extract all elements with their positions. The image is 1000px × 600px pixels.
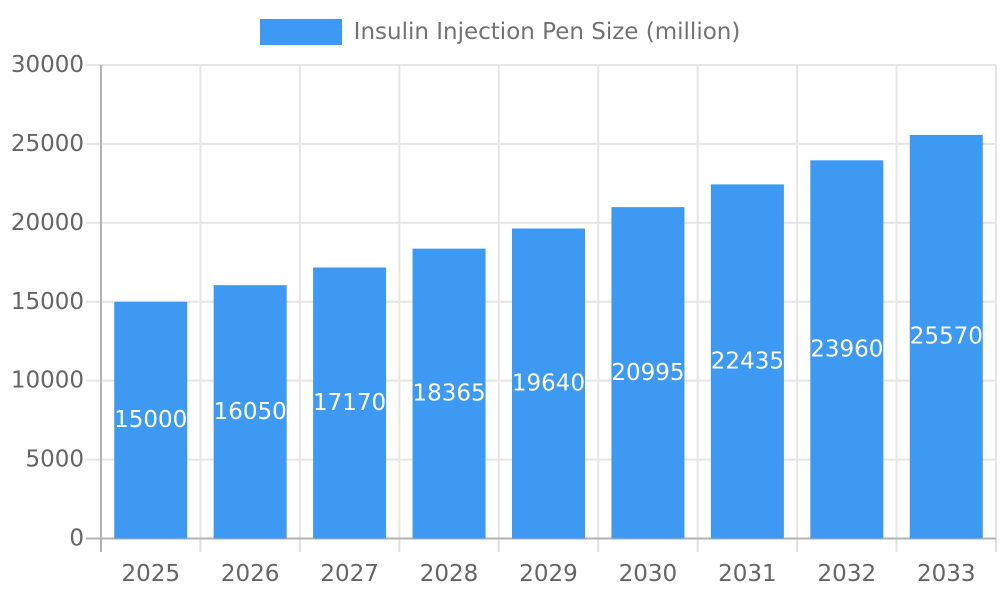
bar[interactable] <box>114 301 188 539</box>
legend-swatch <box>259 19 342 45</box>
x-axis-tick-label: 2027 <box>320 561 379 587</box>
bar-value-label: 22435 <box>711 348 784 374</box>
x-axis-tick-label: 2032 <box>818 561 877 587</box>
bar[interactable] <box>810 160 884 539</box>
bar-value-label: 20995 <box>611 360 684 386</box>
y-axis-tick-label: 10000 <box>11 368 84 394</box>
bar[interactable] <box>710 184 784 539</box>
x-axis-tick-label: 2029 <box>519 561 578 587</box>
y-axis-tick-label: 0 <box>69 526 84 552</box>
legend-label: Insulin Injection Pen Size (million) <box>353 19 741 45</box>
x-axis-tick-label: 2028 <box>420 561 479 587</box>
bar-value-label: 15000 <box>114 407 187 433</box>
x-axis-tick-label: 2025 <box>121 561 180 587</box>
y-axis-tick-label: 5000 <box>25 447 84 473</box>
bar[interactable] <box>213 285 287 539</box>
y-axis-tick-label: 15000 <box>11 289 84 315</box>
x-axis-tick-label: 2026 <box>221 561 280 587</box>
bar[interactable] <box>611 207 685 539</box>
bar-value-label: 18365 <box>412 381 485 407</box>
x-axis-tick-label: 2033 <box>917 561 976 587</box>
bar-value-label: 23960 <box>810 336 883 362</box>
bar-value-label: 16050 <box>214 399 287 425</box>
y-axis-tick-label: 25000 <box>11 131 84 157</box>
bar-value-label: 19640 <box>512 371 585 397</box>
bar-value-label: 17170 <box>313 390 386 416</box>
bar[interactable] <box>909 134 983 539</box>
x-axis-tick-label: 2031 <box>718 561 777 587</box>
y-axis-tick-label: 20000 <box>11 210 84 236</box>
chart-legend[interactable]: Insulin Injection Pen Size (million) <box>0 16 1000 48</box>
x-axis-tick-label: 2030 <box>619 561 678 587</box>
bar-value-label: 25570 <box>910 324 983 350</box>
y-axis-tick-label: 30000 <box>11 52 84 78</box>
bar[interactable] <box>412 248 486 539</box>
bar[interactable] <box>512 228 585 539</box>
bar[interactable] <box>313 267 387 539</box>
